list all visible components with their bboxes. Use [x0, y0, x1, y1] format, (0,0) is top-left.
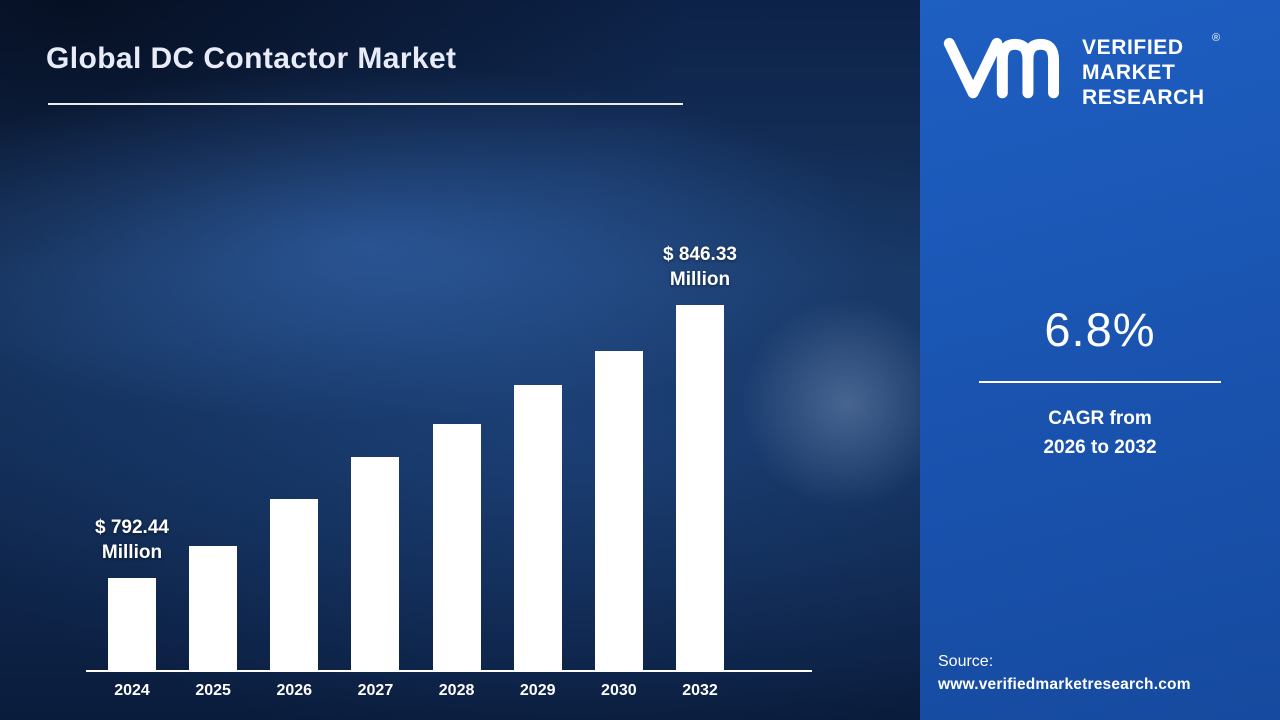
- value-callout-2032: $ 846.33 Million: [620, 242, 780, 293]
- cagr-caption: CAGR from 2026 to 2032: [920, 405, 1280, 462]
- bar-column-2030: [594, 351, 643, 670]
- callout-value-line: $ 846.33: [663, 243, 737, 265]
- callout-unit-line: Million: [669, 269, 731, 291]
- vm-monogram-icon: [943, 37, 1060, 99]
- x-tick-2024: 2024: [114, 682, 150, 699]
- chart-plot-area: $ 792.44 Million $ 846.33 Million: [86, 244, 812, 672]
- bar-2026: [270, 499, 319, 670]
- source-url-link[interactable]: www.verifiedmarketresearch.com: [938, 676, 1191, 693]
- cagr-caption-line-2: 2026 to 2032: [1043, 436, 1157, 458]
- x-tick-2027: 2027: [357, 682, 394, 699]
- x-tick-2025: 2025: [195, 682, 231, 699]
- x-tick-2028: 2028: [438, 682, 475, 699]
- x-tick-2026: 2026: [276, 682, 313, 699]
- bar-2030: [594, 351, 643, 670]
- bar-column-2027: [351, 457, 400, 670]
- brand-logo: ® VERIFIED MARKET RESEARCH: [942, 32, 1266, 110]
- bar-2032: [675, 305, 724, 670]
- bar-2025: [189, 546, 238, 670]
- bar-2024: [108, 578, 156, 670]
- brand-line-3: RESEARCH: [1082, 85, 1205, 109]
- x-tick-2029: 2029: [519, 682, 556, 699]
- page-title: Global DC Contactor Market: [46, 42, 457, 75]
- cagr-caption-line-1: CAGR from: [1048, 408, 1152, 429]
- callout-value-line: $ 792.44: [95, 516, 169, 538]
- info-panel: ® VERIFIED MARKET RESEARCH 6.8% CAGR fro…: [920, 0, 1280, 720]
- title-underline: [48, 103, 683, 105]
- brand-line-2: MARKET: [1082, 60, 1176, 84]
- bar-column-2025: [189, 546, 238, 670]
- bar-2029: [513, 385, 562, 670]
- stat-divider: [979, 381, 1221, 383]
- bar-column-2028: [432, 424, 481, 670]
- bar-column-2029: [513, 385, 562, 670]
- registered-trademark: ®: [1211, 32, 1221, 44]
- chart-panel: Global DC Contactor Market $ 792.44 Milli…: [0, 0, 920, 720]
- brand-line-1: VERIFIED: [1082, 36, 1184, 59]
- bar-column-2032: $ 846.33 Million: [663, 244, 737, 670]
- cagr-value: 6.8%: [1044, 303, 1156, 356]
- brand-name: ® VERIFIED MARKET RESEARCH: [1082, 32, 1221, 110]
- bar-column-2026: [270, 499, 319, 670]
- callout-unit-line: Million: [101, 542, 163, 564]
- bar-column-2024: $ 792.44 Million: [95, 517, 169, 670]
- bar-2028: [432, 424, 481, 670]
- value-callout-2024: $ 792.44 Million: [52, 515, 212, 566]
- bar-2027: [351, 457, 400, 670]
- x-axis-ticks: 2024 2025 2026 2027 2028 2029 2030 2032: [86, 680, 812, 700]
- bar-chart: $ 792.44 Million $ 846.33 Million 2024 2025 2…: [86, 244, 812, 700]
- x-tick-2030: 2030: [601, 682, 637, 699]
- source-label: Source:: [938, 653, 994, 670]
- x-tick-2032: 2032: [682, 682, 718, 699]
- source-block: Source: www.verifiedmarketresearch.com: [938, 653, 1191, 694]
- cagr-stat: 6.8% CAGR from 2026 to 2032: [920, 302, 1280, 462]
